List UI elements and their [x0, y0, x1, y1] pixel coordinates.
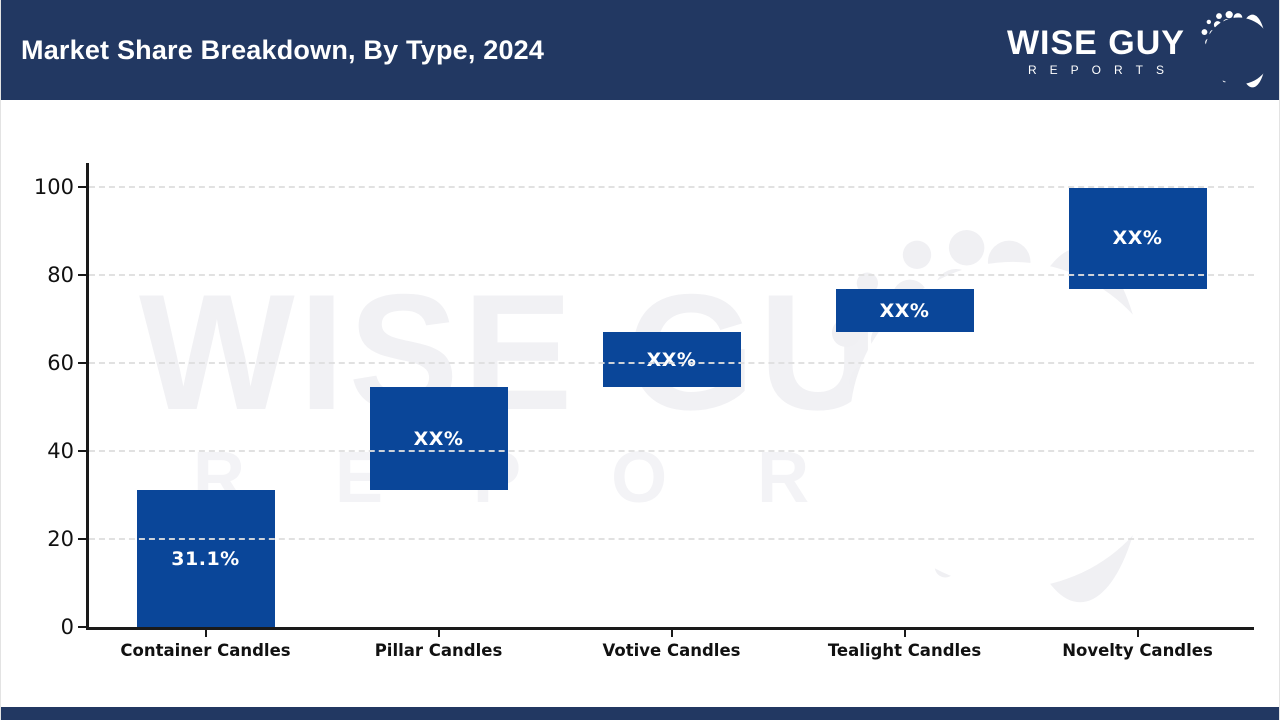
brand-face-icon — [1201, 11, 1267, 88]
gridline — [89, 538, 1254, 541]
bar: 31.1% — [136, 490, 275, 627]
y-tick-mark — [78, 626, 87, 628]
bar-value-label: 31.1% — [171, 547, 240, 570]
header-bar: Market Share Breakdown, By Type, 2024 WI… — [1, 0, 1279, 100]
y-tick-label: 40 — [47, 439, 74, 464]
y-tick-label: 80 — [47, 263, 74, 288]
x-axis-label: Tealight Candles — [827, 641, 982, 660]
y-tick-mark — [78, 186, 87, 189]
page-title: Market Share Breakdown, By Type, 2024 — [21, 34, 545, 65]
bar: XX% — [835, 288, 974, 333]
x-tick-mark — [1136, 628, 1139, 637]
x-axis-label: Votive Candles — [602, 641, 741, 660]
y-tick-mark — [78, 274, 87, 277]
gridline — [89, 450, 1254, 453]
y-axis-spine — [86, 163, 89, 630]
bar: XX% — [369, 387, 508, 491]
brand-logo-text: WISE GUY R E P O R T S — [1007, 26, 1185, 76]
brand-subtitle: R E P O R T S — [1027, 63, 1170, 77]
bar: XX% — [1068, 187, 1207, 289]
y-tick-mark — [78, 450, 87, 453]
y-tick-label: 20 — [47, 527, 74, 552]
y-tick-label: 100 — [33, 175, 74, 200]
bar-value-label: XX% — [879, 299, 930, 322]
brand-wordmark: WISE GUY — [1006, 24, 1185, 62]
bar-value-label: XX% — [413, 427, 464, 450]
x-axis-label: Pillar Candles — [374, 641, 503, 660]
x-axis-spine — [86, 627, 1254, 630]
gridline — [89, 274, 1254, 277]
y-tick-label: 0 — [60, 615, 74, 639]
x-tick-mark — [437, 628, 440, 637]
gridline — [89, 362, 1254, 365]
x-axis-label: Container Candles — [120, 641, 291, 660]
x-axis-label: Novelty Candles — [1062, 641, 1213, 660]
y-tick-label: 60 — [47, 351, 74, 376]
x-tick-mark — [903, 628, 906, 637]
x-tick-mark — [670, 628, 673, 637]
gridline — [89, 186, 1254, 189]
bar-value-label: XX% — [646, 348, 697, 371]
x-tick-mark — [204, 628, 207, 637]
watermark-face-icon — [831, 230, 1151, 603]
bar: XX% — [602, 332, 741, 388]
bar-value-label: XX% — [1112, 227, 1163, 250]
footer-bar — [1, 707, 1279, 720]
y-tick-mark — [78, 538, 87, 541]
brand-logo: WISE GUY R E P O R T S — [1007, 10, 1267, 92]
y-tick-mark — [78, 362, 87, 365]
